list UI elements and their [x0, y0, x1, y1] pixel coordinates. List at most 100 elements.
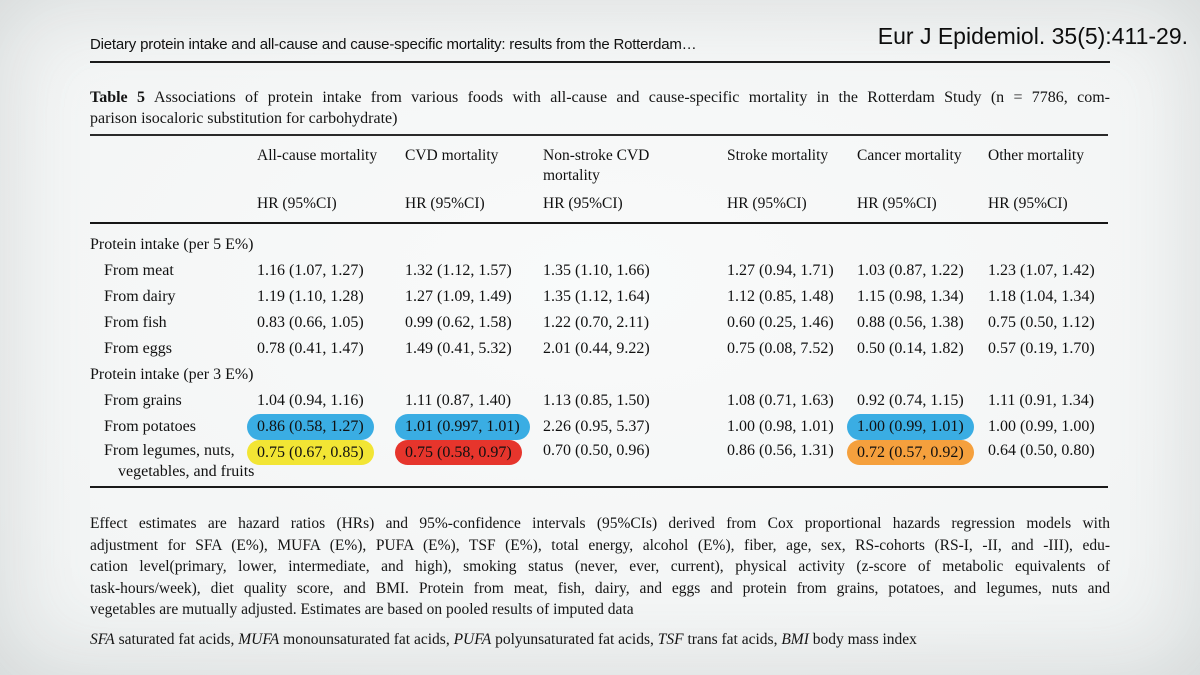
- subheader-hr-ci: HR (95%CI): [405, 195, 485, 212]
- cell-value: 0.75 (0.50, 1.12): [988, 314, 1095, 331]
- abbreviation-definitions: SFA saturated fat acids, MUFA monounsatu…: [90, 629, 1110, 651]
- abbreviation-term: MUFA: [238, 630, 280, 648]
- footnote-line: task-hours/week), diet quality score, an…: [90, 579, 1110, 597]
- table-row-fish: From fish 0.83 (0.66, 1.05) 0.99 (0.62, …: [90, 310, 1108, 336]
- footnote-line: cation level(primary, lower, intermediat…: [90, 558, 1110, 575]
- cell-value: 0.72 (0.57, 0.92): [847, 440, 988, 487]
- cell-value: 1.00 (0.99, 1.00): [988, 418, 1095, 435]
- cell-value: 2.01 (0.44, 9.22): [543, 340, 650, 357]
- table-row-grains: From grains 1.04 (0.94, 1.16) 1.11 (0.87…: [90, 388, 1108, 414]
- cell-value: 1.27 (1.09, 1.49): [405, 288, 512, 305]
- section-label: Protein intake (per 5 E%): [90, 236, 254, 253]
- cell-value: 0.83 (0.66, 1.05): [257, 314, 364, 331]
- cell-value: 1.35 (1.10, 1.66): [543, 262, 650, 279]
- cell-value: 0.86 (0.56, 1.31): [727, 442, 834, 459]
- table-caption-line-2: parison isocaloric substitution for carb…: [90, 110, 398, 127]
- journal-reference: Eur J Epidemiol. 35(5):411-29.: [877, 23, 1188, 49]
- abbreviation-term: TSF: [657, 630, 684, 648]
- cell-value: 0.70 (0.50, 0.96): [543, 442, 650, 459]
- column-header-cancer: Cancer mortality: [857, 147, 962, 164]
- cell-value: 1.11 (0.91, 1.34): [988, 392, 1095, 409]
- section-row-per-5: Protein intake (per 5 E%): [90, 223, 1108, 258]
- abbreviation-definition: body mass index: [812, 630, 917, 648]
- table-row-meat: From meat 1.16 (1.07, 1.27) 1.32 (1.12, …: [90, 258, 1108, 284]
- cell-value: 1.49 (0.41, 5.32): [405, 340, 512, 357]
- cell-value: 1.23 (1.07, 1.42): [988, 262, 1095, 279]
- footnote-line: vegetables are mutually adjusted. Estima…: [90, 601, 634, 618]
- results-table-wrapper: All-cause mortality CVD mortality Non-st…: [90, 134, 1108, 488]
- table-caption-line-1: Table 5 Associations of protein intake fr…: [90, 87, 1110, 108]
- corner-cell: [90, 135, 257, 186]
- cell-value: 0.75 (0.08, 7.52): [727, 340, 834, 357]
- row-label: From meat: [104, 262, 174, 279]
- subheader-hr-ci: HR (95%CI): [857, 195, 937, 212]
- abbreviation-term: PUFA: [453, 630, 492, 648]
- abbreviation-term: BMI: [781, 630, 809, 648]
- corner-cell-sub: [90, 186, 257, 223]
- footnote-line: adjustment for SFA (E%), MUFA (E%), PUFA…: [90, 536, 1110, 554]
- cell-value: 0.99 (0.62, 1.58): [405, 314, 512, 331]
- footnote-line: Effect estimates are hazard ratios (HRs)…: [90, 515, 1110, 532]
- section-row-per-3: Protein intake (per 3 E%): [90, 362, 1108, 388]
- highlight-pill-blue: 0.86 (0.58, 1.27): [247, 414, 374, 440]
- row-label: From grains: [104, 392, 182, 409]
- header-divider: [90, 61, 1110, 63]
- highlight-pill-orange: 0.72 (0.57, 0.92): [847, 440, 974, 465]
- table-row-eggs: From eggs 0.78 (0.41, 1.47) 1.49 (0.41, …: [90, 336, 1108, 362]
- table-label: Table 5: [90, 89, 145, 106]
- header-row-subheaders: HR (95%CI) HR (95%CI) HR (95%CI) HR (95%…: [90, 186, 1108, 223]
- cell-value: 0.88 (0.56, 1.38): [857, 314, 964, 331]
- column-header-non-stroke-cvd: Non-stroke CVD mortality: [543, 147, 650, 184]
- table-caption-text: Associations of protein intake from vari…: [153, 89, 1110, 106]
- cell-value: 1.15 (0.98, 1.34): [857, 288, 964, 305]
- cell-value: 1.08 (0.71, 1.63): [727, 392, 834, 409]
- results-table: All-cause mortality CVD mortality Non-st…: [90, 134, 1108, 488]
- section-label: Protein intake (per 3 E%): [90, 366, 254, 383]
- subheader-hr-ci: HR (95%CI): [257, 195, 337, 212]
- highlight-pill-red: 0.75 (0.58, 0.97): [395, 440, 522, 465]
- column-header-other: Other mortality: [988, 147, 1084, 164]
- cell-value: 0.92 (0.74, 1.15): [857, 392, 964, 409]
- abbreviation-definition: trans fat acids,: [687, 630, 778, 648]
- cell-value: 1.27 (0.94, 1.71): [727, 262, 834, 279]
- row-label: From eggs: [104, 340, 172, 357]
- cell-value: 1.16 (1.07, 1.27): [257, 262, 364, 279]
- abbreviation-definition: polyunsaturated fat acids,: [495, 630, 654, 648]
- cell-value: 1.12 (0.85, 1.48): [727, 288, 834, 305]
- table-row-dairy: From dairy 1.19 (1.10, 1.28) 1.27 (1.09,…: [90, 284, 1108, 310]
- column-header-all-cause: All-cause mortality: [257, 147, 378, 164]
- highlight-pill-blue: 1.01 (0.997, 1.01): [395, 414, 530, 440]
- cell-value: 1.03 (0.87, 1.22): [857, 262, 964, 279]
- subheader-hr-ci: HR (95%CI): [988, 195, 1068, 212]
- cell-value: 1.04 (0.94, 1.16): [257, 392, 364, 409]
- cell-value: 0.64 (0.50, 0.80): [988, 442, 1095, 459]
- row-label: From legumes, nuts, vegetables, and frui…: [104, 442, 255, 480]
- abbreviation-definition: monounsaturated fat acids,: [283, 630, 450, 648]
- cell-value: 0.75 (0.58, 0.97): [395, 440, 543, 487]
- cell-value: 1.01 (0.997, 1.01): [395, 414, 543, 440]
- highlight-pill-blue: 1.00 (0.99, 1.01): [847, 414, 974, 440]
- cell-value: 0.75 (0.67, 0.85): [247, 440, 405, 487]
- abbreviation-definition: saturated fat acids,: [118, 630, 235, 648]
- running-title: Dietary protein intake and all-cause and…: [90, 36, 697, 53]
- cell-value: 1.11 (0.87, 1.40): [405, 392, 512, 409]
- cell-value: 1.13 (0.85, 1.50): [543, 392, 650, 409]
- cell-value: 2.26 (0.95, 5.37): [543, 418, 650, 435]
- cell-value: 1.00 (0.99, 1.01): [847, 414, 988, 440]
- cell-value: 1.18 (1.04, 1.34): [988, 288, 1095, 305]
- cell-value: 1.35 (1.12, 1.64): [543, 288, 650, 305]
- abbreviation-term: SFA: [90, 630, 115, 648]
- column-header-cvd: CVD mortality: [405, 147, 499, 164]
- cell-value: 0.57 (0.19, 1.70): [988, 340, 1095, 357]
- table-row-legumes: From legumes, nuts, vegetables, and frui…: [90, 440, 1108, 487]
- subheader-hr-ci: HR (95%CI): [543, 195, 623, 212]
- header-row-labels: All-cause mortality CVD mortality Non-st…: [90, 135, 1108, 186]
- row-label: From fish: [104, 314, 167, 331]
- table-caption: Table 5 Associations of protein intake fr…: [90, 87, 1110, 129]
- cell-value: 1.19 (1.10, 1.28): [257, 288, 364, 305]
- cell-value: 1.32 (1.12, 1.57): [405, 262, 512, 279]
- highlight-pill-yellow: 0.75 (0.67, 0.85): [247, 440, 374, 465]
- cell-value: 1.22 (0.70, 2.11): [543, 314, 650, 331]
- cell-value: 1.00 (0.98, 1.01): [727, 418, 834, 435]
